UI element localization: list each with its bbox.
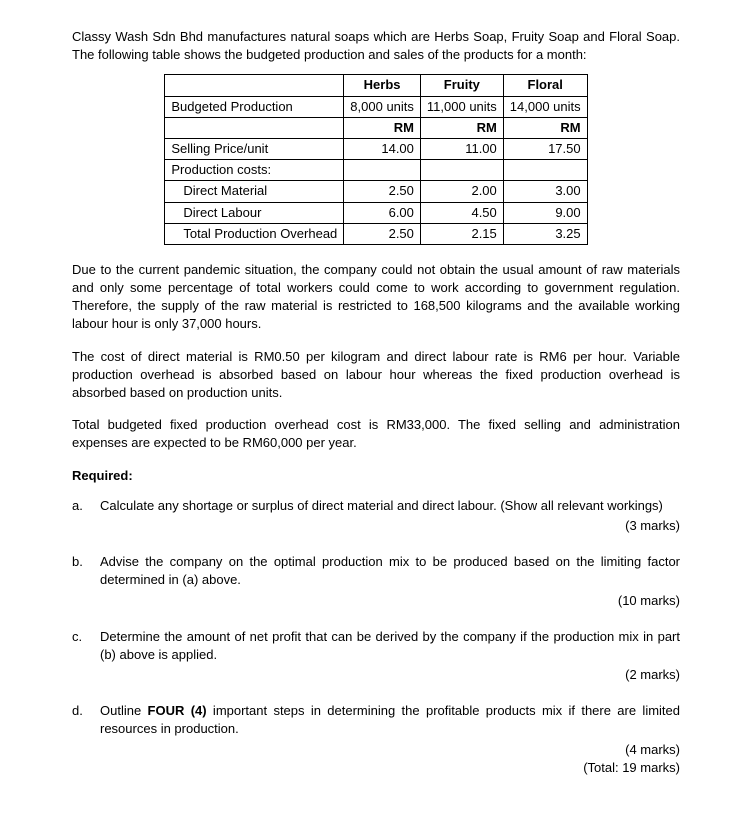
empty-cell <box>165 117 344 138</box>
question-d-bold: FOUR (4) <box>148 703 207 718</box>
question-b-marks: (10 marks) <box>100 592 680 610</box>
row-budgeted: Budgeted Production <box>165 96 344 117</box>
empty-cell <box>165 75 344 96</box>
dl-herbs: 6.00 <box>344 202 421 223</box>
col-floral: Floral <box>503 75 587 96</box>
total-marks: (Total: 19 marks) <box>100 759 680 777</box>
question-d-pre: Outline <box>100 703 148 718</box>
oh-fruity: 2.15 <box>420 223 503 244</box>
paragraph-costs: The cost of direct material is RM0.50 pe… <box>72 348 680 403</box>
oh-floral: 3.25 <box>503 223 587 244</box>
oh-herbs: 2.50 <box>344 223 421 244</box>
question-letter-c: c. <box>72 628 100 703</box>
budget-fruity: 11,000 units <box>420 96 503 117</box>
row-selling: Selling Price/unit <box>165 138 344 159</box>
row-dl: Direct Labour <box>165 202 344 223</box>
sell-fruity: 11.00 <box>420 138 503 159</box>
row-oh: Total Production Overhead <box>165 223 344 244</box>
question-d-marks: (4 marks) <box>100 741 680 759</box>
sell-floral: 17.50 <box>503 138 587 159</box>
col-herbs: Herbs <box>344 75 421 96</box>
row-dm: Direct Material <box>165 181 344 202</box>
dm-floral: 3.00 <box>503 181 587 202</box>
dl-fruity: 4.50 <box>420 202 503 223</box>
sell-herbs: 14.00 <box>344 138 421 159</box>
production-table: Herbs Fruity Floral Budgeted Production … <box>164 74 587 245</box>
col-fruity: Fruity <box>420 75 503 96</box>
empty-cell <box>420 160 503 181</box>
question-a-text: Calculate any shortage or surplus of dir… <box>100 498 663 513</box>
question-list: a. Calculate any shortage or surplus of … <box>72 497 680 795</box>
budget-herbs: 8,000 units <box>344 96 421 117</box>
dm-fruity: 2.00 <box>420 181 503 202</box>
question-b-text: Advise the company on the optimal produc… <box>100 554 680 587</box>
budget-floral: 14,000 units <box>503 96 587 117</box>
intro-paragraph: Classy Wash Sdn Bhd manufactures natural… <box>72 28 680 64</box>
currency-fruity: RM <box>420 117 503 138</box>
question-letter-b: b. <box>72 553 100 628</box>
question-c-text: Determine the amount of net profit that … <box>100 629 680 662</box>
required-heading: Required: <box>72 467 680 485</box>
dm-herbs: 2.50 <box>344 181 421 202</box>
paragraph-fixed: Total budgeted fixed production overhead… <box>72 416 680 452</box>
row-prodcosts: Production costs: <box>165 160 344 181</box>
currency-floral: RM <box>503 117 587 138</box>
dl-floral: 9.00 <box>503 202 587 223</box>
question-letter-d: d. <box>72 702 100 795</box>
question-letter-a: a. <box>72 497 100 553</box>
currency-herbs: RM <box>344 117 421 138</box>
empty-cell <box>344 160 421 181</box>
empty-cell <box>503 160 587 181</box>
question-c-marks: (2 marks) <box>100 666 680 684</box>
question-a-marks: (3 marks) <box>100 517 680 535</box>
paragraph-pandemic: Due to the current pandemic situation, t… <box>72 261 680 334</box>
